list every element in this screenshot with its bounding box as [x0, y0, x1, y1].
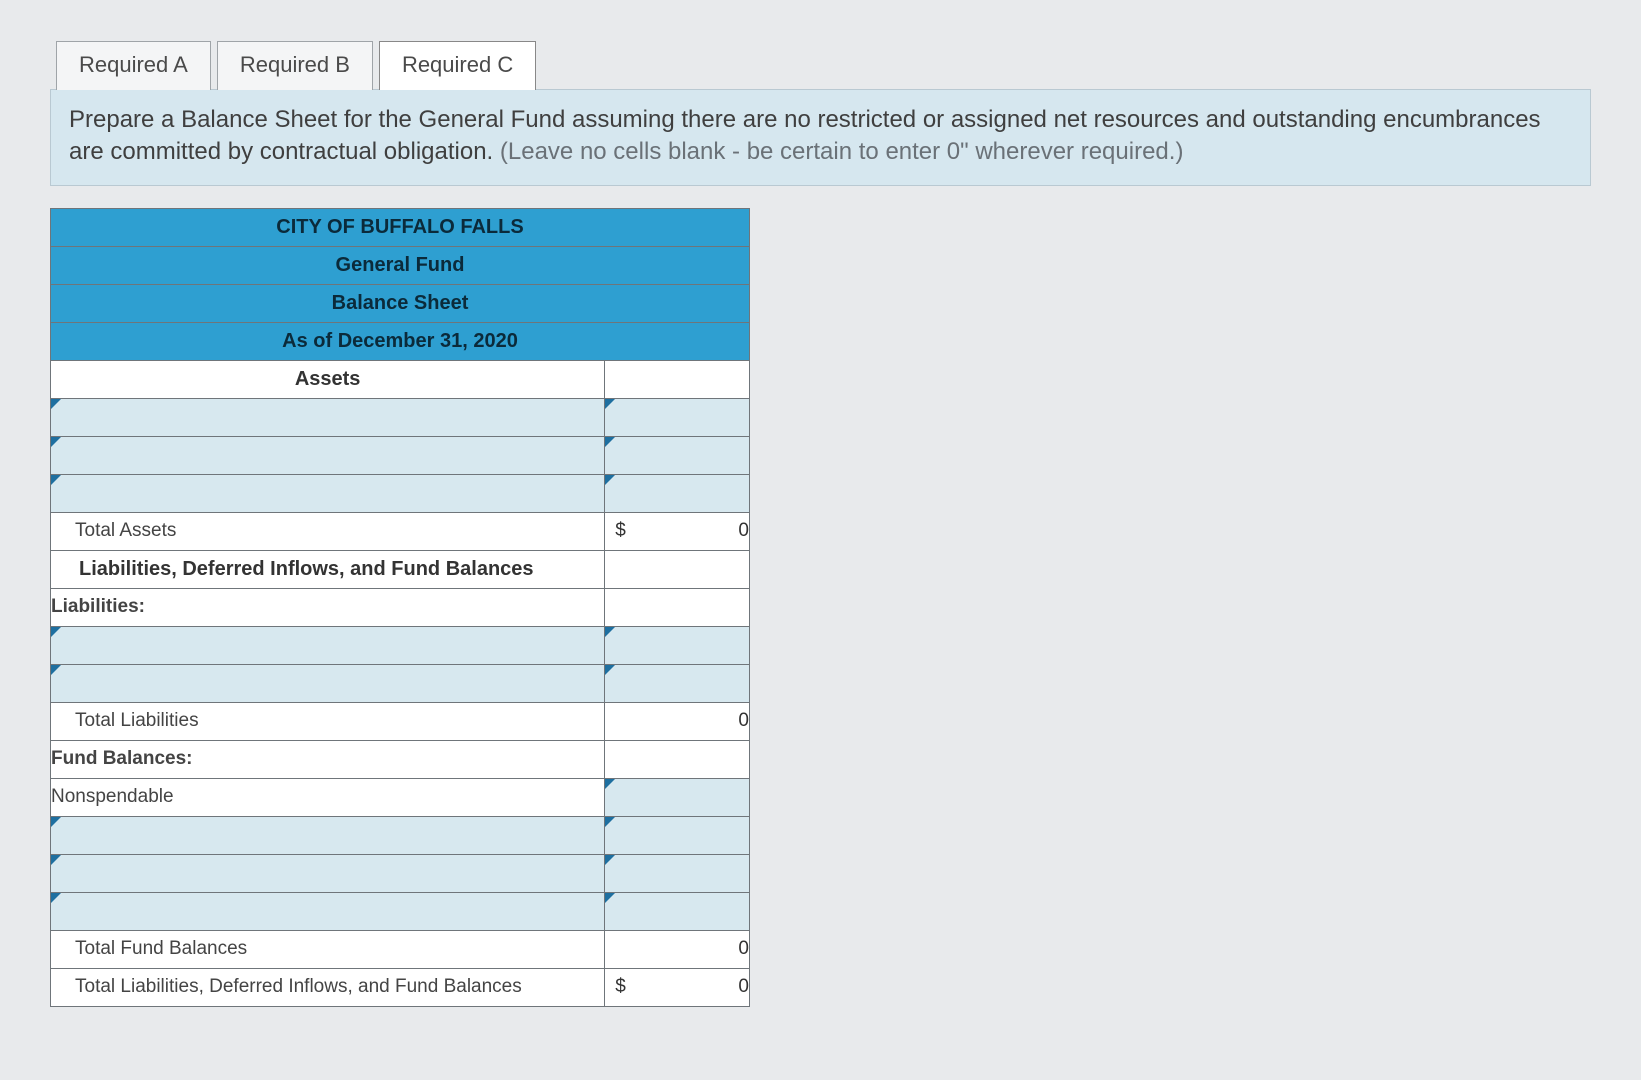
fund-balances-value-blank: [605, 740, 750, 778]
tab-bar: Required A Required B Required C: [56, 40, 1591, 89]
asset-line-1-label[interactable]: [51, 398, 605, 436]
sheet-header-fund: General Fund: [51, 246, 750, 284]
sheet-header-title: Balance Sheet: [51, 284, 750, 322]
fundbal-line-2-label[interactable]: [51, 854, 605, 892]
tab-required-a[interactable]: Required A: [56, 41, 211, 90]
liabilities-label: Liabilities:: [51, 588, 605, 626]
ldif-section-value-blank: [605, 550, 750, 588]
assets-section-title: Assets: [51, 360, 605, 398]
sheet-header-date: As of December 31, 2020: [51, 322, 750, 360]
asset-line-1-value[interactable]: [605, 398, 750, 436]
total-ldif-label: Total Liabilities, Deferred Inflows, and…: [51, 968, 605, 1006]
total-liabilities-label: Total Liabilities: [51, 702, 605, 740]
ldif-section-title: Liabilities, Deferred Inflows, and Fund …: [51, 550, 605, 588]
liability-line-1-label[interactable]: [51, 626, 605, 664]
fundbal-line-2-value[interactable]: [605, 854, 750, 892]
sheet-header-city: CITY OF BUFFALO FALLS: [51, 208, 750, 246]
fundbal-line-3-value[interactable]: [605, 892, 750, 930]
liability-line-2-label[interactable]: [51, 664, 605, 702]
asset-line-2-label[interactable]: [51, 436, 605, 474]
dollar-sign-icon: $: [615, 520, 626, 542]
asset-line-3-label[interactable]: [51, 474, 605, 512]
total-assets-label: Total Assets: [51, 512, 605, 550]
total-assets-amount: 0: [738, 520, 749, 541]
fundbal-line-1-label[interactable]: [51, 816, 605, 854]
total-fund-balances-value: 0: [605, 930, 750, 968]
tab-required-c[interactable]: Required C: [379, 41, 536, 90]
fundbal-line-3-label[interactable]: [51, 892, 605, 930]
total-liabilities-value: 0: [605, 702, 750, 740]
nonspendable-label: Nonspendable: [51, 778, 605, 816]
total-ldif-value: $ 0: [605, 968, 750, 1006]
total-ldif-amount: 0: [738, 976, 749, 997]
dollar-sign-icon: $: [615, 976, 626, 998]
liabilities-value-blank: [605, 588, 750, 626]
fund-balances-label: Fund Balances:: [51, 740, 605, 778]
instruction-panel: Prepare a Balance Sheet for the General …: [50, 89, 1591, 186]
balance-sheet-table: CITY OF BUFFALO FALLS General Fund Balan…: [50, 208, 750, 1007]
asset-line-3-value[interactable]: [605, 474, 750, 512]
instruction-hint: (Leave no cells blank - be certain to en…: [500, 138, 1184, 165]
total-assets-value: $ 0: [605, 512, 750, 550]
asset-line-2-value[interactable]: [605, 436, 750, 474]
nonspendable-value[interactable]: [605, 778, 750, 816]
total-fund-balances-label: Total Fund Balances: [51, 930, 605, 968]
liability-line-2-value[interactable]: [605, 664, 750, 702]
fundbal-line-1-value[interactable]: [605, 816, 750, 854]
liability-line-1-value[interactable]: [605, 626, 750, 664]
tab-required-b[interactable]: Required B: [217, 41, 373, 90]
assets-section-value-blank: [605, 360, 750, 398]
